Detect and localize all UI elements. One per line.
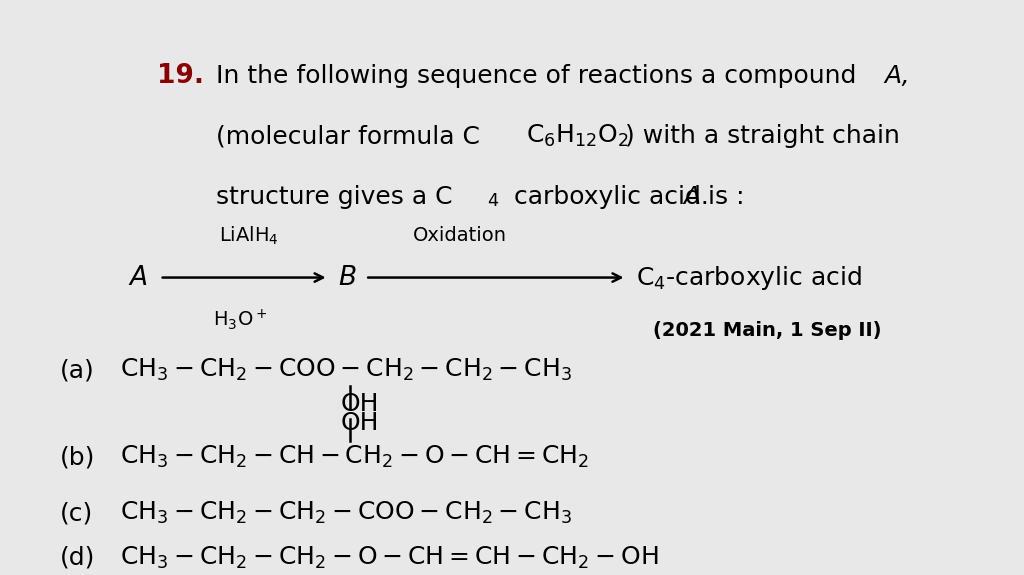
Text: A: A [130, 264, 147, 290]
Text: carboxylic acid.: carboxylic acid. [506, 185, 717, 209]
Text: $\mathregular{C_6H_{12}O_2}$: $\mathregular{C_6H_{12}O_2}$ [526, 123, 629, 150]
Text: OH: OH [340, 411, 379, 435]
Text: (b): (b) [60, 445, 96, 469]
Text: A: A [683, 185, 700, 209]
Text: (c): (c) [60, 501, 93, 525]
Text: (molecular formula C: (molecular formula C [216, 124, 480, 148]
Text: (d): (d) [60, 546, 96, 570]
Text: B: B [338, 264, 356, 290]
Text: $\mathregular{CH_3-CH_2-COO-CH_2-CH_2-CH_3}$: $\mathregular{CH_3-CH_2-COO-CH_2-CH_2-CH… [120, 357, 571, 383]
Text: $\mathregular{H_3O^+}$: $\mathregular{H_3O^+}$ [213, 307, 267, 332]
Text: structure gives a C: structure gives a C [216, 185, 453, 209]
Text: ) with a straight chain: ) with a straight chain [626, 124, 900, 148]
Text: $\mathregular{CH_3-CH_2-CH-CH_2-O-CH=CH_2}$: $\mathregular{CH_3-CH_2-CH-CH_2-O-CH=CH_… [120, 444, 589, 470]
Text: (2021 Main, 1 Sep II): (2021 Main, 1 Sep II) [653, 321, 882, 340]
Text: (a): (a) [60, 358, 95, 382]
Text: is :: is : [699, 185, 744, 209]
Text: $\mathregular{CH_3-CH_2-CH_2-O-CH=CH-CH_2-OH}$: $\mathregular{CH_3-CH_2-CH_2-O-CH=CH-CH_… [120, 545, 658, 571]
Text: 19.: 19. [157, 63, 204, 89]
Text: $\mathregular{C_4}$-carboxylic acid: $\mathregular{C_4}$-carboxylic acid [636, 263, 862, 292]
Text: $\mathregular{CH_3-CH_2-CH_2-COO-CH_2-CH_3}$: $\mathregular{CH_3-CH_2-CH_2-COO-CH_2-CH… [120, 500, 571, 526]
Text: In the following sequence of reactions a compound: In the following sequence of reactions a… [216, 64, 864, 87]
Text: $\mathregular{_4}$: $\mathregular{_4}$ [487, 185, 500, 209]
Text: A,: A, [885, 64, 910, 87]
Text: $\mathregular{LiAlH_4}$: $\mathregular{LiAlH_4}$ [219, 224, 279, 247]
Text: OH: OH [340, 392, 379, 416]
Text: Oxidation: Oxidation [413, 226, 507, 245]
